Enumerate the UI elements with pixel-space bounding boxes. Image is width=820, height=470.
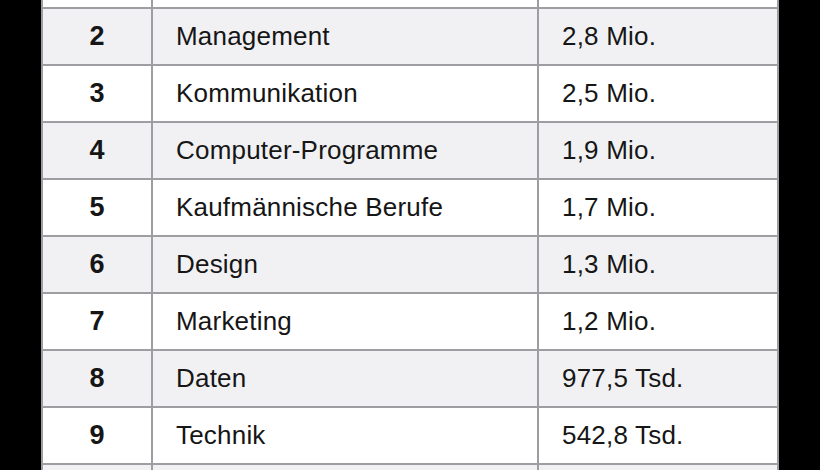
rank-cell: 8	[43, 351, 153, 406]
table-row-partial-top	[43, 0, 777, 7]
table-row-partial-bottom	[43, 463, 777, 470]
value-cell: 1,3 Mio.	[539, 237, 777, 292]
category-cell: Kaufmännische Berufe	[153, 180, 539, 235]
rank-cell	[43, 465, 153, 470]
category-cell: Kommunikation	[153, 66, 539, 121]
value-cell: 2,8 Mio.	[539, 9, 777, 64]
rank-cell: 6	[43, 237, 153, 292]
ranking-table: 2 Management 2,8 Mio. 3 Kommunikation 2,…	[41, 0, 779, 470]
category-cell: Computer-Programme	[153, 123, 539, 178]
rank-cell: 4	[43, 123, 153, 178]
category-cell: Design	[153, 237, 539, 292]
value-cell	[539, 465, 777, 470]
value-cell: 1,7 Mio.	[539, 180, 777, 235]
rank-cell: 5	[43, 180, 153, 235]
rank-cell: 2	[43, 9, 153, 64]
table-row: 9 Technik 542,8 Tsd.	[43, 406, 777, 463]
table-row: 8 Daten 977,5 Tsd.	[43, 349, 777, 406]
rank-cell: 9	[43, 408, 153, 463]
category-cell: Daten	[153, 351, 539, 406]
table-row: 7 Marketing 1,2 Mio.	[43, 292, 777, 349]
rank-cell: 3	[43, 66, 153, 121]
category-cell	[153, 0, 539, 7]
value-cell: 1,9 Mio.	[539, 123, 777, 178]
stage: 2 Management 2,8 Mio. 3 Kommunikation 2,…	[0, 0, 820, 470]
value-cell: 1,2 Mio.	[539, 294, 777, 349]
table-row: 2 Management 2,8 Mio.	[43, 7, 777, 64]
category-cell: Management	[153, 9, 539, 64]
rank-cell	[43, 0, 153, 7]
table-row: 6 Design 1,3 Mio.	[43, 235, 777, 292]
value-cell	[539, 0, 777, 7]
table-row: 3 Kommunikation 2,5 Mio.	[43, 64, 777, 121]
value-cell: 542,8 Tsd.	[539, 408, 777, 463]
letterbox-left	[0, 0, 41, 470]
value-cell: 977,5 Tsd.	[539, 351, 777, 406]
value-cell: 2,5 Mio.	[539, 66, 777, 121]
table-row: 5 Kaufmännische Berufe 1,7 Mio.	[43, 178, 777, 235]
rank-cell: 7	[43, 294, 153, 349]
letterbox-right	[779, 0, 820, 470]
category-cell: Marketing	[153, 294, 539, 349]
table-row: 4 Computer-Programme 1,9 Mio.	[43, 121, 777, 178]
category-cell	[153, 465, 539, 470]
category-cell: Technik	[153, 408, 539, 463]
